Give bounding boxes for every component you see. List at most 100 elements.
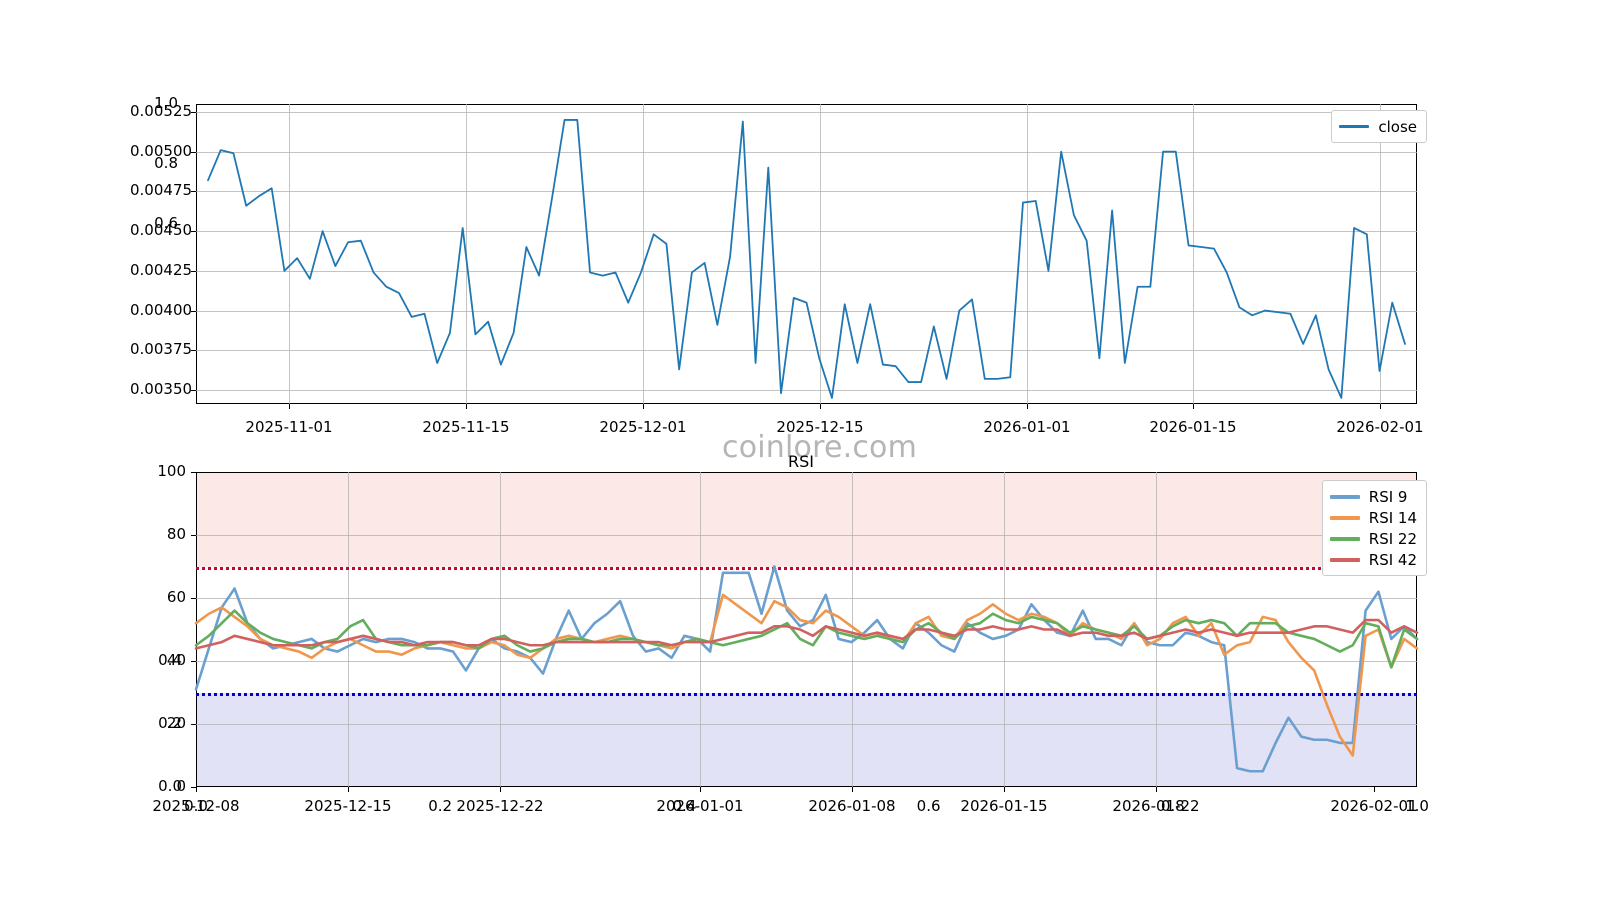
rsi-y-tickmark (191, 661, 196, 663)
watermark: coinlore.com (722, 430, 918, 465)
rsi-gridline-v (700, 472, 701, 787)
price-gridline-v (820, 104, 821, 404)
rsi-x-tick-label: 2026-01-15 (960, 797, 1048, 815)
rsi-x-tickmark (500, 787, 502, 792)
price-y-tickmark (191, 311, 196, 313)
price-line-close (207, 119, 1406, 399)
price-gridline-v (1380, 104, 1381, 404)
price-y-tick-label: 0.00500 (130, 141, 193, 160)
price-legend-label: close (1378, 117, 1417, 136)
rsi-x-tick-label: 2025-12-08 (152, 797, 240, 815)
rsi-y-tickmark (191, 535, 196, 537)
rsi-gridline (196, 598, 1417, 599)
rsi-legend-swatch (1329, 557, 1360, 562)
rsi-legend-item: RSI 14 (1329, 507, 1417, 528)
price-x-tickmark (289, 404, 291, 409)
price-y-tick-label: 0.00425 (130, 260, 193, 279)
rsi-gridline (196, 661, 1417, 662)
rsi-legend-item: RSI 42 (1329, 549, 1417, 570)
rsi-x-tickmark (1156, 787, 1158, 792)
rsi-gridline-v (500, 472, 501, 787)
price-x-tickmark (643, 404, 645, 409)
rsi-chart-title: RSI (788, 452, 814, 471)
price-x-tick-label: 2025-11-01 (245, 418, 333, 436)
price-chart-panel: 0.00350 0.00375 0.00400 0.00425 0.00450 0.004… (130, 94, 1427, 436)
rsi-x-ghost-label: 0.4 (672, 797, 697, 815)
price-gridline (196, 231, 1417, 232)
overbought-threshold-line (196, 566, 1417, 570)
price-y-tickmark (191, 350, 196, 352)
overbought-zone (196, 472, 1417, 567)
price-gridline (196, 112, 1417, 113)
rsi-legend-label: RSI 9 (1368, 487, 1408, 506)
rsi-x-tick-label: 2026-01-08 (808, 797, 896, 815)
rsi-legend-label: RSI 14 (1368, 508, 1417, 527)
price-legend-item: close (1339, 116, 1417, 137)
price-x-tickmark (466, 404, 468, 409)
rsi-legend[interactable]: RSI 9 RSI 14 RSI 22 RSI 42 (1321, 480, 1427, 576)
rsi-gridline-v (1156, 472, 1157, 787)
rsi-plot-area (196, 472, 1417, 787)
price-gridline-v (289, 104, 290, 404)
price-x-tickmark (1193, 404, 1195, 409)
rsi-y-ghost-label: 0.4 (158, 651, 182, 669)
rsi-y-tickmark (191, 472, 196, 474)
price-y-tick-label: 0.00400 (130, 300, 193, 319)
price-y-ghost-label: 1.0 (154, 94, 178, 112)
price-gridline (196, 271, 1417, 272)
rsi-x-tick-label: 2026-02-01 (1330, 797, 1418, 815)
price-gridline-v (1193, 104, 1194, 404)
price-x-tick-label: 2026-01-15 (1149, 418, 1237, 436)
price-legend[interactable]: close (1331, 110, 1427, 143)
rsi-y-tick-label: 0 (176, 777, 186, 795)
rsi-y-tickmark (191, 598, 196, 600)
price-y-tick-label: 0.00525 (130, 102, 193, 120)
price-x-tickmark (820, 404, 822, 409)
price-y-ghost-label: 0.8 (154, 154, 178, 172)
rsi-legend-label: RSI 42 (1368, 550, 1417, 569)
rsi-x-tickmark (1004, 787, 1006, 792)
price-gridline-v (643, 104, 644, 404)
price-x-tick-label: 2026-01-01 (983, 418, 1071, 436)
price-x-tick-label: 2026-02-01 (1336, 418, 1424, 436)
rsi-legend-swatch (1329, 536, 1360, 541)
price-y-tickmark (191, 112, 196, 114)
price-y-tickmark (191, 390, 196, 392)
rsi-y-tickmark (191, 787, 196, 789)
rsi-y-tick-label: 100 (157, 462, 186, 480)
price-gridline (196, 390, 1417, 391)
rsi-x-ghost-label: 0.8 (1160, 797, 1185, 815)
rsi-y-tick-label: 20 (166, 714, 186, 732)
price-legend-swatch (1339, 125, 1370, 128)
price-y-tick-label: 0.00350 (130, 380, 193, 398)
price-gridline (196, 311, 1417, 312)
price-y-tickmark (191, 271, 196, 273)
price-plot-area (196, 104, 1417, 404)
price-x-tickmark (1380, 404, 1382, 409)
price-y-ghost-label: 0.6 (154, 214, 178, 232)
rsi-y-tick-label: 80 (166, 525, 186, 543)
oversold-threshold-line (196, 692, 1417, 696)
rsi-x-tickmark (196, 787, 198, 792)
rsi-y-ghost-label: 0.2 (158, 714, 182, 732)
rsi-x-tickmark (348, 787, 350, 792)
price-x-tick-label: 2025-12-15 (776, 418, 864, 436)
rsi-x-ghost-label: 1.0 (1405, 797, 1429, 815)
rsi-x-tick-label: 2025-12-22 (456, 797, 544, 815)
rsi-legend-swatch (1329, 515, 1360, 520)
rsi-legend-label: RSI 22 (1368, 529, 1417, 548)
rsi-legend-item: RSI 22 (1329, 528, 1417, 549)
rsi-y-tickmark (191, 724, 196, 726)
rsi-x-ghost-label: 0.0 (184, 797, 208, 815)
rsi-x-tickmark (1374, 787, 1376, 792)
price-x-tick-label: 2025-12-01 (599, 418, 687, 436)
rsi-y-tick-label: 60 (166, 588, 186, 606)
price-y-tick-label: 0.00450 (130, 221, 193, 240)
price-x-tick-label: 2025-11-15 (422, 418, 510, 436)
rsi-x-tick-label: 2025-12-15 (304, 797, 392, 815)
rsi-gridline (196, 724, 1417, 725)
price-gridline-v (1027, 104, 1028, 404)
